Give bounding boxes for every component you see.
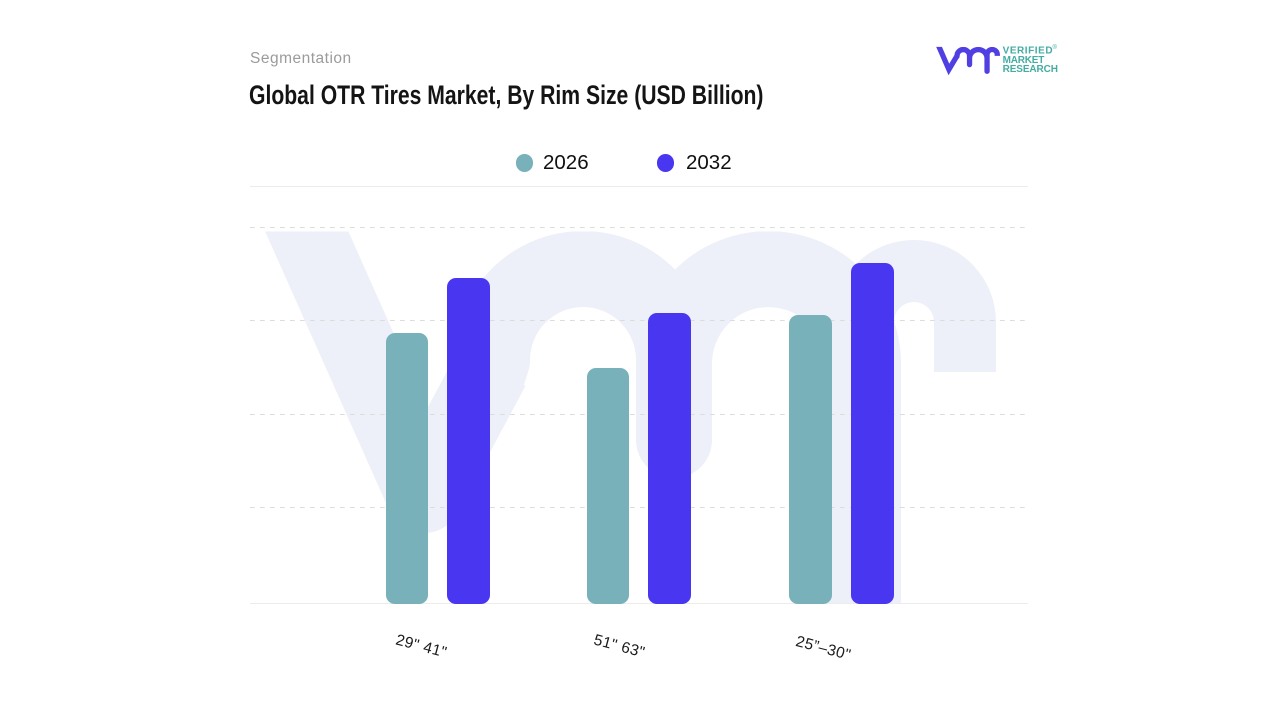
svg-text:MARKET: MARKET	[1003, 55, 1045, 66]
svg-text:RESEARCH: RESEARCH	[1003, 64, 1058, 75]
svg-text:®: ®	[1053, 44, 1058, 51]
svg-text:VERIFIED: VERIFIED	[1003, 46, 1054, 57]
